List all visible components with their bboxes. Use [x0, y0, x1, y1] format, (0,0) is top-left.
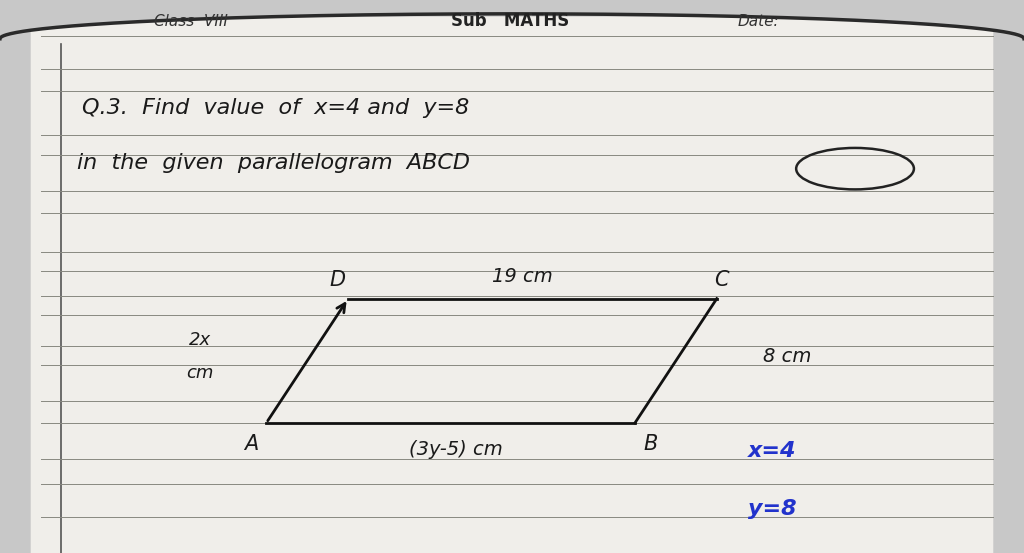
- Text: cm: cm: [186, 364, 213, 382]
- Polygon shape: [0, 0, 1024, 39]
- Text: 19 cm: 19 cm: [492, 267, 553, 286]
- Text: 2x: 2x: [188, 331, 211, 349]
- Text: (3y-5) cm: (3y-5) cm: [409, 440, 503, 458]
- Text: D: D: [330, 270, 346, 290]
- Text: Q.3.  Find  value  of  x=4 and  y=8: Q.3. Find value of x=4 and y=8: [82, 98, 469, 118]
- Text: A: A: [244, 434, 258, 454]
- Text: Sub   MATHS: Sub MATHS: [451, 12, 568, 30]
- FancyBboxPatch shape: [31, 17, 993, 553]
- Text: in  the  given  parallelogram  ABCD: in the given parallelogram ABCD: [77, 153, 470, 173]
- Text: Class  VIII: Class VIII: [154, 13, 227, 29]
- Text: x=4: x=4: [748, 441, 796, 461]
- Text: 8 cm: 8 cm: [763, 347, 811, 366]
- Text: B: B: [643, 434, 657, 454]
- Text: C: C: [715, 270, 729, 290]
- Text: y=8: y=8: [748, 499, 796, 519]
- Text: Date:: Date:: [737, 13, 779, 29]
